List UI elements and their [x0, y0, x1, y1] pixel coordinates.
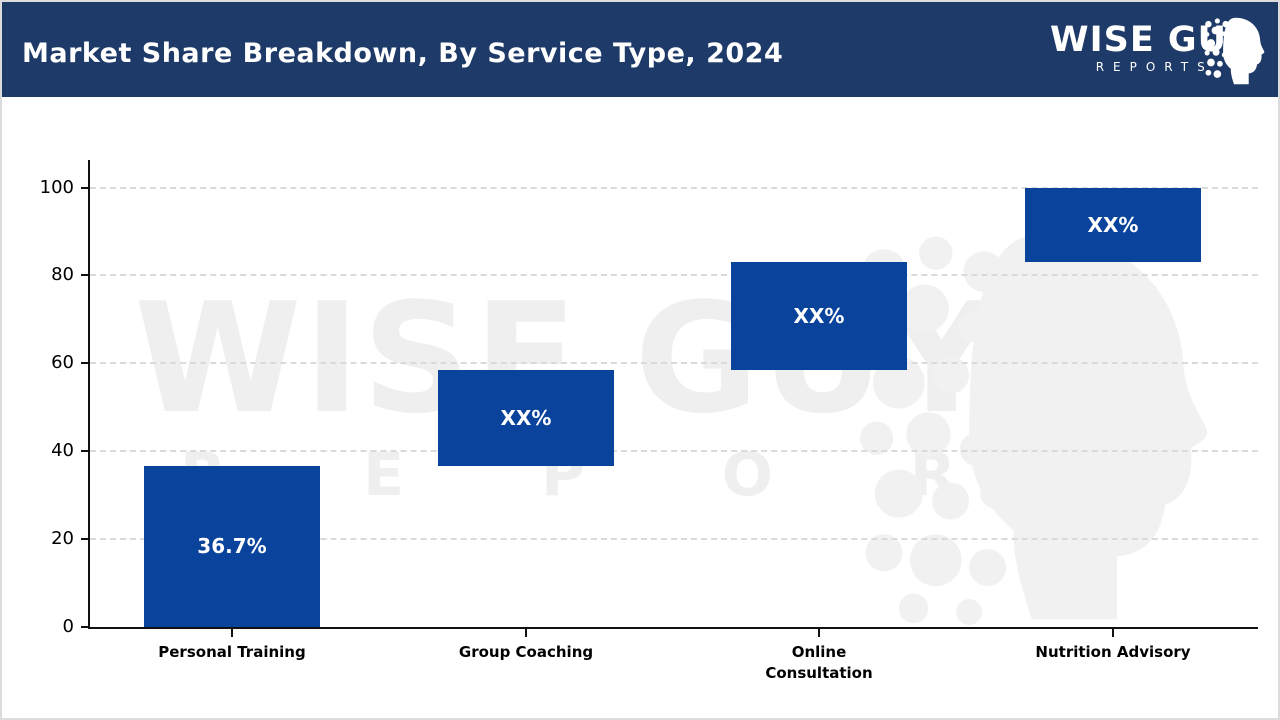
y-tick-20 — [81, 538, 89, 541]
category-label-0: Personal Training — [122, 642, 342, 663]
y-tick-label-20: 20 — [51, 528, 74, 550]
x-tick-3 — [1112, 629, 1114, 637]
category-label-3: Nutrition Advisory — [1003, 642, 1223, 663]
y-tick-60 — [81, 362, 89, 365]
category-label-line: Online — [791, 643, 847, 661]
category-label-line: Nutrition Advisory — [1035, 643, 1191, 661]
y-tick-label-80: 80 — [51, 264, 74, 286]
y-tick-label-0: 0 — [62, 616, 74, 637]
bar-value-label: XX% — [1087, 212, 1139, 237]
y-tick-100 — [81, 186, 89, 189]
x-tick-2 — [818, 629, 820, 637]
x-tick-1 — [525, 629, 527, 637]
gridline-40 — [90, 450, 1258, 453]
category-label-line: Personal Training — [158, 643, 306, 661]
bar-value-label: 36.7% — [197, 534, 267, 559]
category-label-line: Group Coaching — [458, 643, 594, 661]
y-tick-label-60: 60 — [51, 352, 74, 374]
logo-sub: REPORTS — [1095, 60, 1214, 74]
dotted-head-profile-icon — [1204, 17, 1265, 85]
bar-value-label: XX% — [500, 405, 552, 430]
bar-1: XX% — [438, 369, 614, 466]
category-label-2: Online Consultation — [709, 642, 929, 684]
category-label-line: Consultation — [765, 664, 873, 682]
category-label-1: Group Coaching — [416, 642, 636, 663]
wise-guy-reports-logo: WISE GUY REPORTS — [1016, 12, 1266, 90]
gridline-60 — [90, 362, 1258, 365]
header-banner: Market Share Breakdown, By Service Type,… — [2, 2, 1278, 97]
gridline-80 — [90, 274, 1258, 277]
bar-value-label: XX% — [793, 304, 845, 329]
y-tick-label-100: 100 — [39, 176, 74, 198]
y-tick-0 — [81, 626, 89, 628]
x-tick-0 — [231, 629, 233, 637]
y-axis-line — [88, 160, 90, 629]
bar-0: 36.7% — [144, 465, 320, 627]
y-tick-label-40: 40 — [51, 440, 74, 462]
bar-2: XX% — [731, 262, 907, 370]
y-tick-40 — [81, 450, 89, 453]
x-axis-line — [88, 627, 1258, 629]
y-tick-80 — [81, 274, 89, 277]
gridline-100 — [90, 186, 1258, 189]
page-title: Market Share Breakdown, By Service Type,… — [22, 38, 784, 69]
bar-3: XX% — [1025, 187, 1201, 263]
gridline-20 — [90, 538, 1258, 541]
